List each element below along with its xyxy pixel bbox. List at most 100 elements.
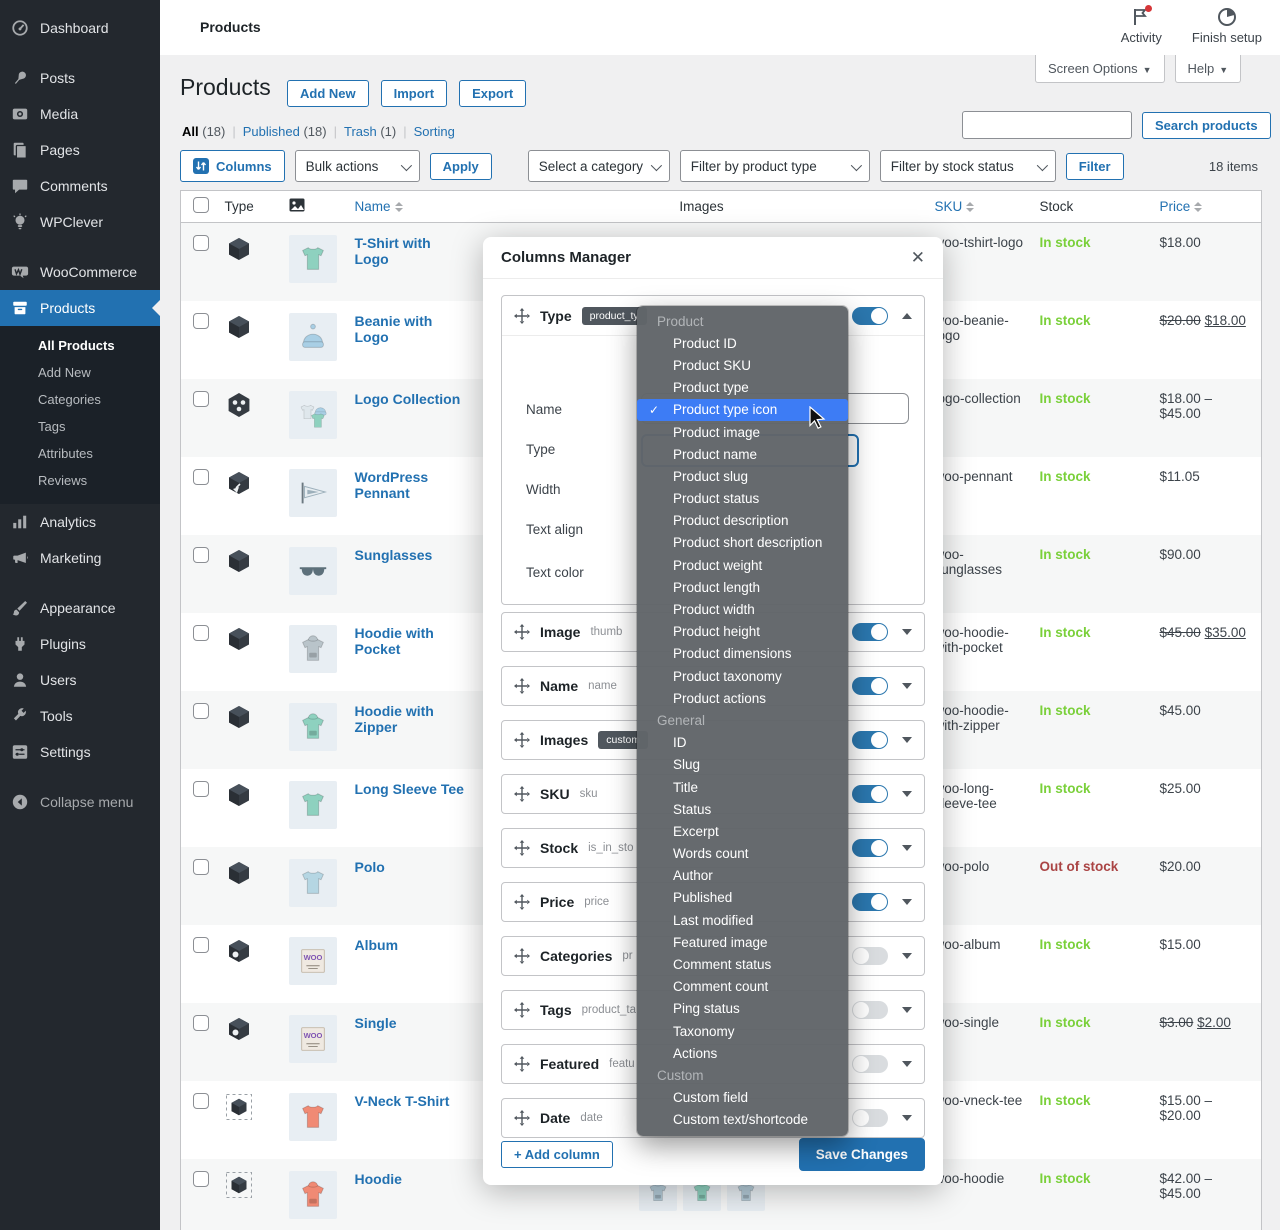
column-toggle[interactable] [852,785,888,803]
row-checkbox[interactable] [193,1092,209,1109]
product-name-link[interactable]: Long Sleeve Tee [354,780,464,797]
row-checkbox[interactable] [193,1170,209,1187]
dropdown-option[interactable]: Product dimensions [673,646,792,662]
column-toggle[interactable] [852,623,888,641]
expand-icon[interactable] [902,683,912,689]
sidebar-item-analytics[interactable]: Analytics [0,504,160,540]
sidebar-item-media[interactable]: Media [0,96,160,132]
sidebar-item-collapse-menu[interactable]: Collapse menu [0,784,160,820]
row-checkbox[interactable] [193,312,209,329]
dropdown-option[interactable]: Product height [673,624,761,640]
dropdown-option[interactable]: Published [673,890,733,906]
sidebar-item-products[interactable]: Products [0,290,160,326]
product-name-link[interactable]: Hoodie with Zipper [354,702,434,735]
dropdown-option[interactable]: Comment status [673,957,772,973]
row-checkbox[interactable] [193,1014,209,1031]
column-toggle[interactable] [852,947,888,965]
dropdown-option[interactable]: Ping status [673,1001,740,1017]
sidebar-item-users[interactable]: Users [0,662,160,698]
search-input[interactable] [962,111,1132,139]
move-handle-icon[interactable] [514,1110,530,1126]
column-toggle[interactable] [852,1001,888,1019]
sidebar-item-tools[interactable]: Tools [0,698,160,734]
column-header-name[interactable]: Name [346,190,477,223]
product-name-link[interactable]: Beanie with Logo [354,312,433,345]
sidebar-item-marketing[interactable]: Marketing [0,540,160,576]
row-checkbox[interactable] [193,780,209,797]
help-button[interactable]: Help ▼ [1174,55,1242,83]
dropdown-option[interactable]: Product type [673,380,749,396]
dropdown-option[interactable]: Featured image [673,934,768,950]
move-handle-icon[interactable] [514,1002,530,1018]
sidebar-item-woocommerce[interactable]: WooCommerce [0,254,160,290]
column-toggle[interactable] [852,1055,888,1073]
move-handle-icon[interactable] [514,624,530,640]
row-checkbox[interactable] [193,390,209,407]
submenu-item-tags[interactable]: Tags [38,419,66,434]
product-name-link[interactable]: Hoodie [354,1170,402,1187]
activity-button[interactable]: Activity [1121,5,1162,45]
sidebar-item-dashboard[interactable]: Dashboard [0,10,160,46]
column-header-sku[interactable]: SKU [926,190,1032,223]
collapse-icon[interactable] [902,312,912,319]
product-name-link[interactable]: T-Shirt with Logo [354,235,431,267]
dropdown-option[interactable]: Comment count [673,979,769,995]
product-name-link[interactable]: Hoodie with Pocket [354,624,434,657]
dropdown-option[interactable]: Custom field [673,1090,749,1106]
submenu-item-categories[interactable]: Categories [38,392,101,407]
close-icon[interactable]: ✕ [910,248,925,267]
import-button[interactable]: Import [380,80,448,107]
dropdown-option[interactable]: Last modified [673,912,754,928]
dropdown-option[interactable]: ID [673,735,687,751]
dropdown-option[interactable]: Title [673,779,699,795]
row-checkbox[interactable] [193,936,209,953]
dropdown-option[interactable]: Product actions [673,690,767,706]
submenu-item-reviews[interactable]: Reviews [38,473,88,488]
sidebar-item-pages[interactable]: Pages [0,132,160,168]
dropdown-option[interactable]: Product length [673,579,761,595]
submenu-item-all-products[interactable]: All Products [38,338,115,353]
expand-icon[interactable] [902,953,912,959]
dropdown-option[interactable]: Product image [673,424,761,440]
sidebar-item-settings[interactable]: Settings [0,734,160,770]
add-column-button[interactable]: + Add column [501,1140,613,1168]
expand-icon[interactable] [902,899,912,905]
search-products-button[interactable]: Search products [1142,111,1271,139]
column-toggle[interactable] [852,306,888,325]
dropdown-option[interactable]: Product slug [673,468,749,484]
expand-icon[interactable] [902,1061,912,1067]
product-name-link[interactable]: Logo Collection [354,390,461,407]
select-all-checkbox[interactable] [193,197,209,213]
sidebar-item-posts[interactable]: Posts [0,60,160,96]
row-checkbox[interactable] [193,702,209,719]
dropdown-option[interactable]: Status [673,801,712,817]
column-header-price[interactable]: Price [1151,190,1262,223]
expand-icon[interactable] [902,737,912,743]
move-handle-icon[interactable] [514,307,530,324]
export-button[interactable]: Export [459,80,527,107]
view-trash[interactable]: Trash (1) [344,124,396,139]
move-handle-icon[interactable] [514,948,530,964]
column-toggle[interactable] [852,839,888,857]
dropdown-option[interactable]: Taxonomy [673,1023,735,1039]
column-toggle[interactable] [852,1109,888,1127]
dropdown-option[interactable]: Excerpt [673,823,719,839]
dropdown-option[interactable]: Product status [673,491,760,507]
expand-icon[interactable] [902,791,912,797]
sidebar-item-plugins[interactable]: Plugins [0,626,160,662]
sidebar-item-comments[interactable]: Comments [0,168,160,204]
product-name-link[interactable]: Sunglasses [354,546,433,563]
product-name-link[interactable]: V-Neck T-Shirt [354,1092,450,1109]
dropdown-option[interactable]: Product width [673,602,755,618]
row-checkbox[interactable] [193,624,209,641]
bulk-actions-select[interactable]: Bulk actions [294,150,420,182]
column-toggle[interactable] [852,893,888,911]
product-type-select[interactable]: Filter by product type [679,150,870,182]
product-name-link[interactable]: WordPress Pennant [354,468,429,501]
product-name-link[interactable]: Polo [354,858,385,875]
submenu-item-add-new[interactable]: Add New [38,365,91,380]
sidebar-item-wpclever[interactable]: WPClever [0,204,160,240]
row-checkbox[interactable] [193,235,209,251]
dropdown-option[interactable]: Author [673,868,713,884]
submenu-item-attributes[interactable]: Attributes [38,446,93,461]
